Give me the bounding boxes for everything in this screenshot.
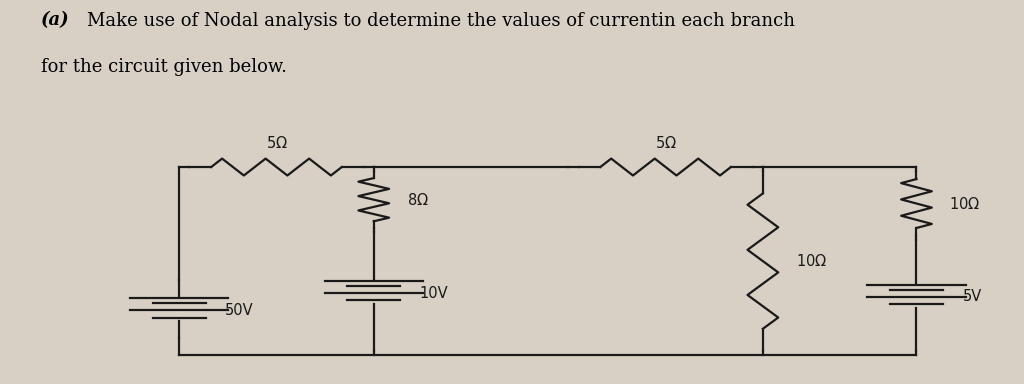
Text: 8$\Omega$: 8$\Omega$: [407, 192, 428, 208]
Text: 10V: 10V: [420, 286, 449, 301]
Text: (a): (a): [41, 12, 70, 30]
Text: 10$\Omega$: 10$\Omega$: [796, 253, 826, 269]
Text: 10$\Omega$: 10$\Omega$: [949, 195, 980, 212]
Text: 50V: 50V: [225, 303, 254, 318]
Text: Make use of Nodal analysis to determine the values of currentin each branch: Make use of Nodal analysis to determine …: [87, 12, 795, 30]
Text: for the circuit given below.: for the circuit given below.: [41, 58, 287, 76]
Text: 5V: 5V: [963, 290, 982, 305]
Text: 5$\Omega$: 5$\Omega$: [654, 135, 677, 151]
Text: 5$\Omega$: 5$\Omega$: [265, 135, 288, 151]
